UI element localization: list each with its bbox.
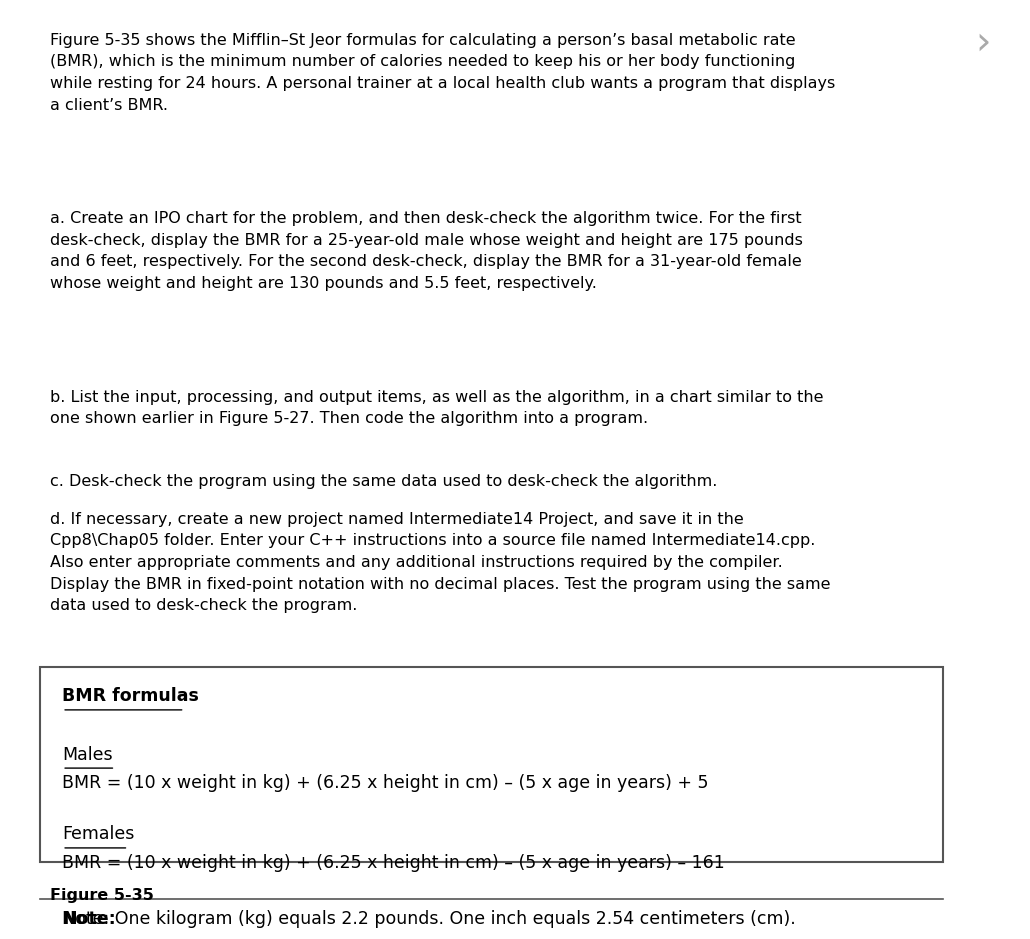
Text: Figure 5-35: Figure 5-35 <box>50 888 154 903</box>
Text: b. List the input, processing, and output items, as well as the algorithm, in a : b. List the input, processing, and outpu… <box>50 390 824 426</box>
Text: Figure 5-35 shows the Mifflin–St Jeor formulas for calculating a person’s basal : Figure 5-35 shows the Mifflin–St Jeor fo… <box>50 33 835 113</box>
Text: BMR = (10 x weight in kg) + (6.25 x height in cm) – (5 x age in years) + 5: BMR = (10 x weight in kg) + (6.25 x heig… <box>62 774 709 792</box>
Text: Females: Females <box>62 825 135 843</box>
FancyBboxPatch shape <box>40 667 942 862</box>
Text: c. Desk-check the program using the same data used to desk-check the algorithm.: c. Desk-check the program using the same… <box>50 474 718 489</box>
Text: d. If necessary, create a new project named Intermediate14 Project, and save it : d. If necessary, create a new project na… <box>50 512 830 613</box>
Text: a. Create an IPO chart for the problem, and then desk-check the algorithm twice.: a. Create an IPO chart for the problem, … <box>50 211 803 291</box>
Text: BMR = (10 x weight in kg) + (6.25 x height in cm) – (5 x age in years) – 161: BMR = (10 x weight in kg) + (6.25 x heig… <box>62 854 725 871</box>
Text: BMR formulas: BMR formulas <box>62 687 199 705</box>
Text: Males: Males <box>62 746 113 763</box>
Text: Note:: Note: <box>62 910 116 928</box>
Text: Note: One kilogram (kg) equals 2.2 pounds. One inch equals 2.54 centimeters (cm): Note: One kilogram (kg) equals 2.2 pound… <box>62 910 796 928</box>
Text: ›: › <box>975 23 991 61</box>
